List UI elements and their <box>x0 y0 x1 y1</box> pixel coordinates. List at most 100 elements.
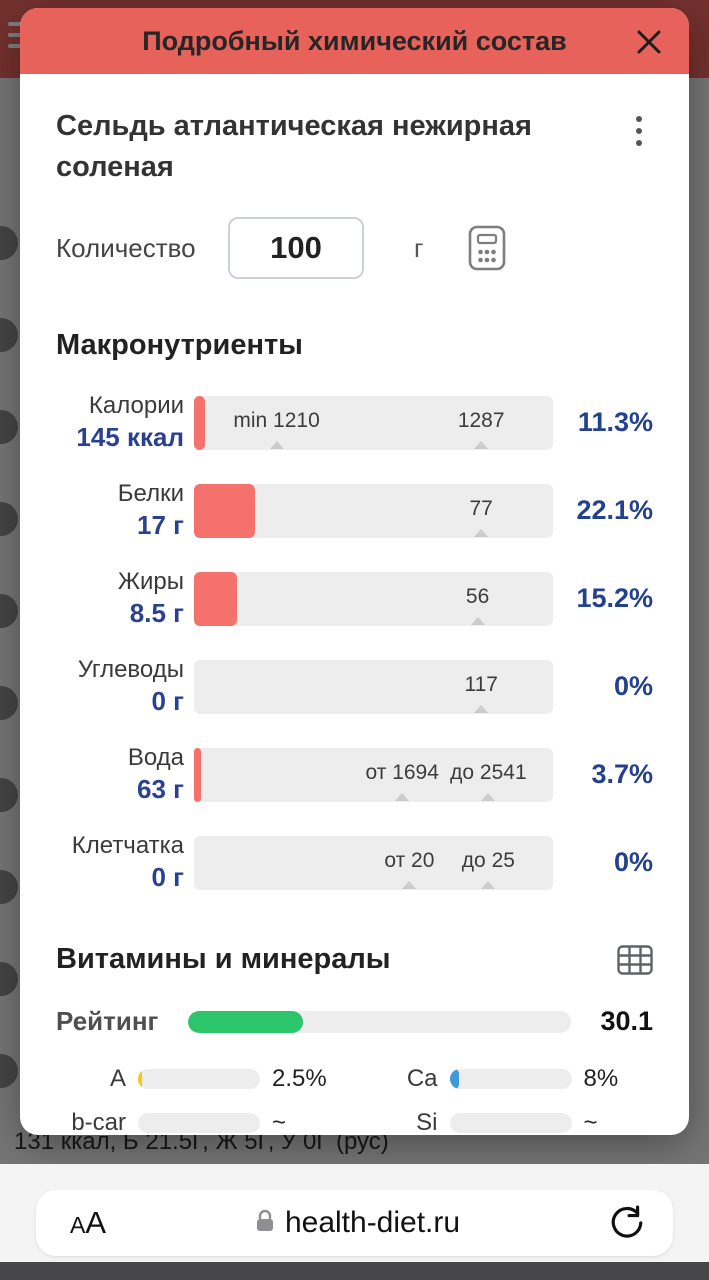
vitamin-name: b-car <box>71 1109 126 1135</box>
address-bar[interactable]: AA health-diet.ru <box>36 1190 673 1256</box>
macro-mark-label: от 20 <box>384 848 435 872</box>
rating-bar-fill <box>188 1010 303 1033</box>
macro-row: Клетчатка 0 г от 20 до 25 0% <box>56 832 653 893</box>
vitamin-row: b-car ~ <box>56 1109 342 1135</box>
calculator-icon[interactable] <box>467 224 507 272</box>
vitamins-heading: Витамины и минералы <box>56 943 653 976</box>
macro-mark-arrow-icon <box>474 440 489 449</box>
macro-label: Клетчатка 0 г <box>56 832 184 893</box>
macro-mark-label: 1287 <box>457 408 505 432</box>
vitamin-bar <box>138 1069 260 1090</box>
macro-bar: 56 <box>194 571 553 626</box>
browser-toolbar: AA health-diet.ru <box>0 1164 709 1280</box>
url-center[interactable]: health-diet.ru <box>106 1206 609 1240</box>
macro-percent: 15.2% <box>576 583 653 614</box>
rating-label: Рейтинг <box>56 1006 159 1037</box>
macro-bar-fill <box>194 747 202 802</box>
macro-label: Вода 63 г <box>56 744 184 805</box>
quantity-input[interactable] <box>228 217 364 280</box>
vitamins-grid: A2.5%b-car~B11.3%B27.2% Ca8%Si~Mg9.5%Na3… <box>56 1065 653 1135</box>
macro-mark-label: 77 <box>469 496 493 520</box>
macro-row: Калории 145 ккал min 1210 1287 11.3% <box>56 392 653 453</box>
home-strip <box>0 1262 709 1280</box>
rating-row: Рейтинг 30.1 <box>56 1006 653 1037</box>
reader-text-size-button[interactable]: AA <box>70 1205 107 1240</box>
vitamin-value: ~ <box>583 1109 598 1135</box>
macro-value: 17 г <box>137 510 184 541</box>
modal-body: Сельдь атлантическая нежирная соленая Ко… <box>20 106 689 1135</box>
kebab-menu-icon[interactable] <box>625 106 653 187</box>
macro-value: 145 ккал <box>76 422 184 453</box>
macro-value: 63 г <box>137 774 184 805</box>
vitamin-value: 8% <box>583 1065 619 1093</box>
vitamin-name: A <box>109 1065 126 1093</box>
macro-label: Углеводы 0 г <box>56 656 184 717</box>
macro-row: Жиры 8.5 г 56 15.2% <box>56 568 653 629</box>
vitamins-heading-text: Витамины и минералы <box>56 943 391 976</box>
macro-bar: min 1210 1287 <box>194 395 553 450</box>
minerals-column: Ca8%Si~Mg9.5%Na369% <box>368 1065 654 1135</box>
macro-name: Углеводы <box>77 656 184 684</box>
vitamin-row: A 2.5% <box>56 1065 342 1093</box>
macro-label: Белки 17 г <box>56 480 184 541</box>
macro-bar: 117 <box>194 659 553 714</box>
vitamin-row: Ca 8% <box>368 1065 654 1093</box>
macro-name: Калории <box>88 392 184 420</box>
macro-mark-label: до 2541 <box>450 760 527 784</box>
macro-bar-fill <box>194 571 238 626</box>
macro-percent: 0% <box>613 847 653 878</box>
vitamin-bar <box>138 1113 260 1134</box>
macro-mark-label: до 25 <box>461 848 515 872</box>
food-title-row: Сельдь атлантическая нежирная соленая <box>56 106 653 187</box>
macro-name: Жиры <box>117 568 184 596</box>
macro-mark-arrow-icon <box>402 880 417 889</box>
quantity-unit: г <box>414 232 424 263</box>
macro-name: Вода <box>127 744 184 772</box>
macro-mark-arrow-icon <box>470 616 485 625</box>
macro-row: Белки 17 г 77 22.1% <box>56 480 653 541</box>
vitamin-bar-fill <box>449 1069 460 1090</box>
macro-bar-fill <box>194 483 256 538</box>
macro-mark-arrow-icon <box>481 792 496 801</box>
close-icon[interactable] <box>629 22 669 62</box>
vitamin-name: Ca <box>406 1065 438 1093</box>
macro-bar: от 20 до 25 <box>194 835 553 890</box>
macros-heading-text: Макронутриенты <box>56 329 303 362</box>
macro-label: Калории 145 ккал <box>56 392 184 453</box>
macro-label: Жиры 8.5 г <box>56 568 184 629</box>
reload-icon[interactable] <box>609 1205 645 1241</box>
macro-bar: от 1694 до 2541 <box>194 747 553 802</box>
macro-value: 8.5 г <box>129 598 184 629</box>
macro-mark-arrow-icon <box>474 704 489 713</box>
macro-mark-label: min 1210 <box>233 408 320 432</box>
macro-mark-arrow-icon <box>395 792 410 801</box>
macro-bar: 77 <box>194 483 553 538</box>
macro-percent: 3.7% <box>591 759 653 790</box>
macro-bar-fill <box>194 395 205 450</box>
rating-bar <box>188 1010 571 1033</box>
macros-heading: Макронутриенты <box>56 329 653 362</box>
nutrition-modal: Подробный химический состав Сельдь атлан… <box>20 8 689 1135</box>
vitamin-bar-fill <box>138 1069 142 1090</box>
food-title: Сельдь атлантическая нежирная соленая <box>56 110 532 183</box>
quantity-row: Количество г <box>56 217 653 280</box>
modal-title: Подробный химический состав <box>142 25 567 56</box>
modal-header: Подробный химический состав <box>20 8 689 74</box>
quantity-label: Количество <box>56 232 196 263</box>
macro-value: 0 г <box>151 862 184 893</box>
macro-row: Вода 63 г от 1694 до 2541 3.7% <box>56 744 653 805</box>
macro-percent: 0% <box>613 671 653 702</box>
vitamin-value: 2.5% <box>272 1065 327 1093</box>
vitamin-value: ~ <box>272 1109 287 1135</box>
macro-mark-arrow-icon <box>269 440 284 449</box>
macro-rows: Калории 145 ккал min 1210 1287 11.3% Белки 17 … <box>56 392 653 893</box>
macro-percent: 22.1% <box>576 495 653 526</box>
macro-name: Белки <box>117 480 184 508</box>
macro-mark-arrow-icon <box>474 528 489 537</box>
url-text: health-diet.ru <box>284 1206 461 1239</box>
table-view-icon[interactable] <box>617 944 653 975</box>
lock-icon <box>255 1208 275 1239</box>
rating-value: 30.1 <box>600 1006 653 1037</box>
macro-percent: 11.3% <box>577 407 653 438</box>
vitamin-bar <box>449 1069 572 1090</box>
